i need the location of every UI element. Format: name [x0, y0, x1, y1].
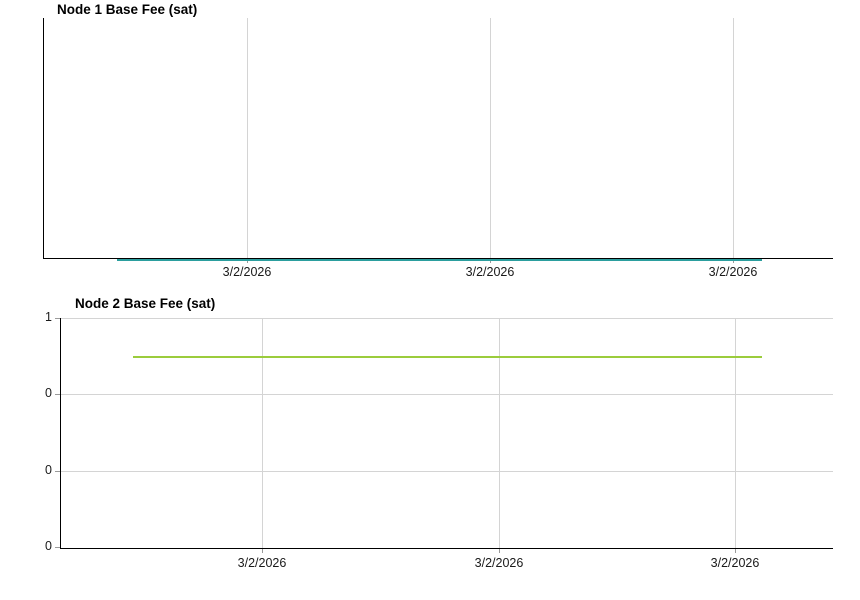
node2-x-axis — [60, 548, 833, 549]
x-tick — [733, 259, 734, 263]
node2-y-tick-label: 0 — [45, 463, 52, 477]
vertical-gridline — [262, 318, 263, 549]
vertical-gridline — [247, 18, 248, 259]
y-tick — [55, 471, 60, 472]
x-tick — [735, 549, 736, 553]
y-tick — [55, 318, 60, 319]
node1-chart-title: Node 1 Base Fee (sat) — [57, 2, 198, 17]
node1-plot-area — [43, 18, 833, 263]
node2-y-tick-label: 1 — [45, 310, 52, 324]
y-tick — [55, 547, 60, 548]
horizontal-gridline — [60, 394, 833, 395]
x-tick — [499, 549, 500, 553]
x-tick — [262, 549, 263, 553]
node2-plot-area — [55, 318, 833, 553]
y-tick — [55, 394, 60, 395]
node2-y-axis — [60, 318, 61, 549]
node2-x-tick-label: 3/2/2026 — [237, 556, 287, 570]
node2-y-tick-label: 0 — [45, 386, 52, 400]
vertical-gridline — [733, 18, 734, 259]
node1-x-tick-label: 3/2/2026 — [465, 265, 515, 279]
vertical-gridline — [499, 318, 500, 549]
node2-base-fee-line — [133, 356, 762, 358]
vertical-gridline — [490, 18, 491, 259]
horizontal-gridline — [60, 318, 833, 319]
node1-base-fee-line — [117, 258, 762, 261]
x-tick — [247, 259, 248, 263]
node2-chart-title: Node 2 Base Fee (sat) — [75, 296, 216, 311]
node2-x-tick-label: 3/2/2026 — [710, 556, 760, 570]
horizontal-gridline — [60, 471, 833, 472]
node1-x-tick-label: 3/2/2026 — [222, 265, 272, 279]
node1-x-axis — [43, 258, 833, 259]
node2-y-tick-label: 0 — [45, 539, 52, 553]
x-tick — [490, 259, 491, 263]
node2-x-tick-label: 3/2/2026 — [474, 556, 524, 570]
node1-x-tick-label: 3/2/2026 — [708, 265, 758, 279]
vertical-gridline — [735, 318, 736, 549]
node1-y-axis — [43, 18, 44, 259]
